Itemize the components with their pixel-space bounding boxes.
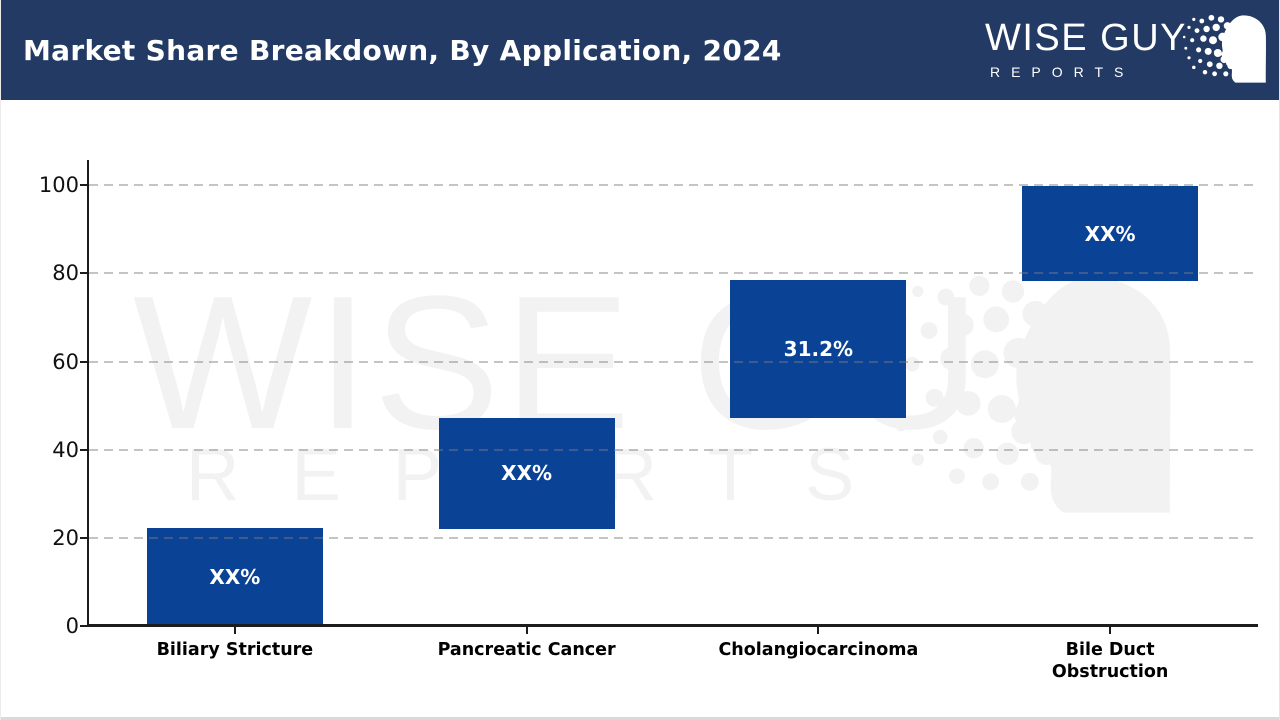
brand-logo-text: WISE GUY REPORTS xyxy=(985,19,1187,80)
category-label-1: Biliary Stricture xyxy=(156,640,314,660)
bar-value-label-3: 31.2% xyxy=(783,337,854,362)
y-tick-0 xyxy=(80,625,87,627)
bar-4 xyxy=(1022,186,1199,282)
bar-3 xyxy=(730,280,907,418)
bar-value-label-4: XX% xyxy=(1084,221,1136,246)
x-tick-2 xyxy=(525,627,528,634)
bar-1 xyxy=(146,528,323,626)
category-label-3: Cholangiocarcinoma xyxy=(718,640,919,660)
brand-subname: REPORTS xyxy=(989,63,1135,80)
chart-title: Market Share Breakdown, By Application, … xyxy=(23,33,782,67)
gridline-y-60 xyxy=(89,360,1256,363)
brand-name: WISE GUY xyxy=(984,16,1187,59)
bar-2 xyxy=(438,417,615,529)
y-tick-label-40: 40 xyxy=(52,437,79,462)
y-axis xyxy=(87,160,89,627)
page-bottom-border xyxy=(1,717,1279,720)
y-tick-100 xyxy=(80,184,87,187)
header-bar: Market Share Breakdown, By Application, … xyxy=(1,0,1279,100)
x-tick-4 xyxy=(1109,627,1112,634)
gridline-y-40 xyxy=(89,448,1256,451)
bar-value-label-2: XX% xyxy=(501,461,553,486)
y-tick-80 xyxy=(80,272,87,275)
gridline-y-80 xyxy=(89,272,1256,275)
y-tick-label-100: 100 xyxy=(38,173,79,198)
x-tick-3 xyxy=(817,627,820,634)
y-tick-label-80: 80 xyxy=(52,261,79,286)
brand-face-dots-icon xyxy=(1182,14,1266,83)
x-axis xyxy=(87,624,1258,627)
y-tick-20 xyxy=(80,536,87,539)
x-tick-1 xyxy=(233,627,236,634)
category-label-4: Bile Duct Obstruction xyxy=(1051,640,1169,682)
gridline-y-100 xyxy=(89,184,1256,187)
y-tick-label-0: 0 xyxy=(65,614,79,638)
brand-logo: WISE GUY REPORTS xyxy=(985,8,1269,90)
y-tick-40 xyxy=(80,448,87,451)
gridline-y-20 xyxy=(89,536,1256,539)
y-tick-label-20: 20 xyxy=(52,525,79,550)
category-label-2: Pancreatic Cancer xyxy=(437,640,616,660)
y-tick-label-60: 60 xyxy=(52,349,79,374)
bar-value-label-1: XX% xyxy=(209,565,261,590)
y-tick-60 xyxy=(80,360,87,363)
